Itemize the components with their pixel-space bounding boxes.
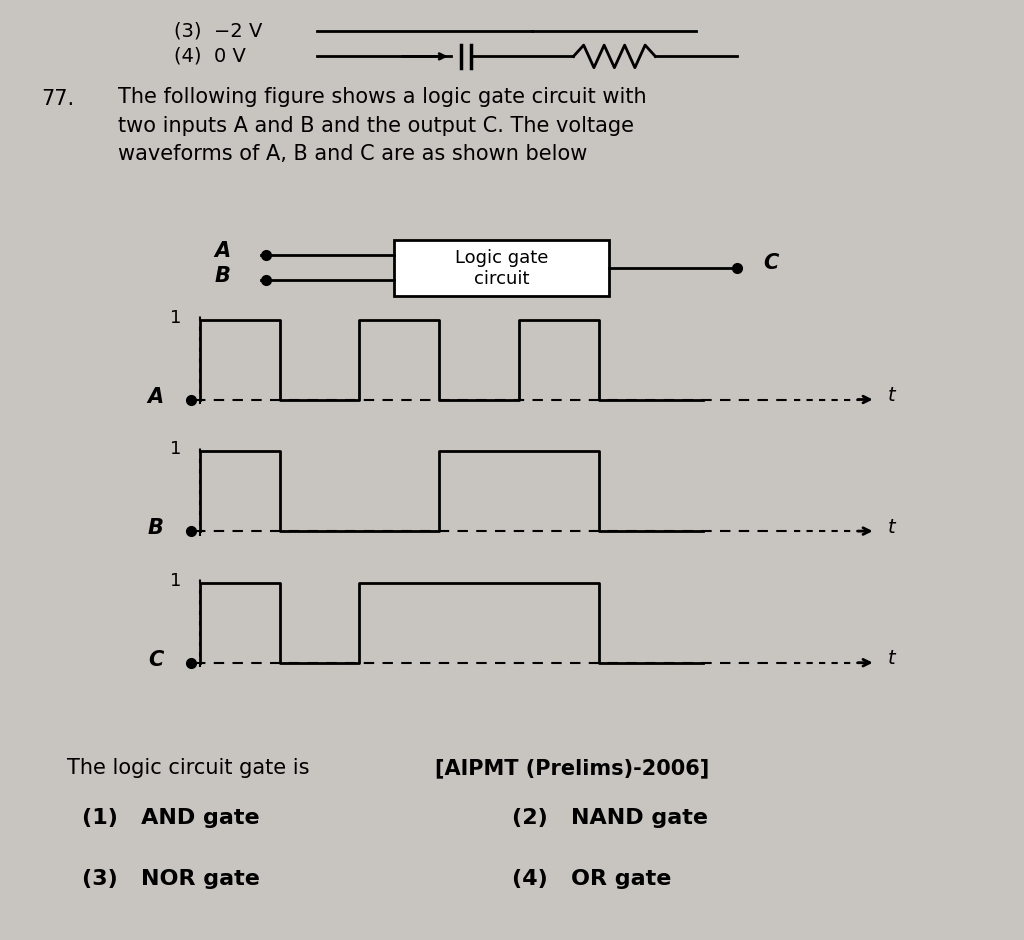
Bar bbox=[394, 240, 609, 296]
Text: The logic circuit gate is: The logic circuit gate is bbox=[67, 758, 309, 778]
Text: 1: 1 bbox=[170, 440, 181, 459]
Text: (3)   NOR gate: (3) NOR gate bbox=[82, 869, 260, 889]
Text: B: B bbox=[214, 266, 230, 286]
Text: [AIPMT (Prelims)-2006]: [AIPMT (Prelims)-2006] bbox=[435, 758, 710, 778]
Text: (3)  −2 V: (3) −2 V bbox=[174, 22, 262, 40]
Text: B: B bbox=[147, 518, 164, 539]
Text: C: C bbox=[763, 253, 778, 274]
Text: two inputs A and B and the output C. The voltage: two inputs A and B and the output C. The… bbox=[118, 116, 634, 135]
Text: A: A bbox=[214, 241, 230, 260]
Text: (4)  0 V: (4) 0 V bbox=[174, 47, 246, 66]
Text: circuit: circuit bbox=[474, 270, 529, 289]
Text: (1)   AND gate: (1) AND gate bbox=[82, 807, 259, 828]
Text: 1: 1 bbox=[170, 308, 181, 327]
Text: 77.: 77. bbox=[41, 89, 74, 109]
Text: (4)   OR gate: (4) OR gate bbox=[512, 869, 672, 889]
Text: 1: 1 bbox=[170, 572, 181, 590]
Text: t: t bbox=[888, 386, 895, 405]
Text: A: A bbox=[147, 386, 164, 407]
Text: (2)   NAND gate: (2) NAND gate bbox=[512, 807, 708, 828]
Text: t: t bbox=[888, 518, 895, 537]
Text: t: t bbox=[888, 650, 895, 668]
Text: waveforms of A, B and C are as shown below: waveforms of A, B and C are as shown bel… bbox=[118, 144, 587, 164]
Text: C: C bbox=[148, 650, 164, 670]
Text: The following figure shows a logic gate circuit with: The following figure shows a logic gate … bbox=[118, 87, 646, 107]
Text: Logic gate: Logic gate bbox=[455, 249, 549, 268]
